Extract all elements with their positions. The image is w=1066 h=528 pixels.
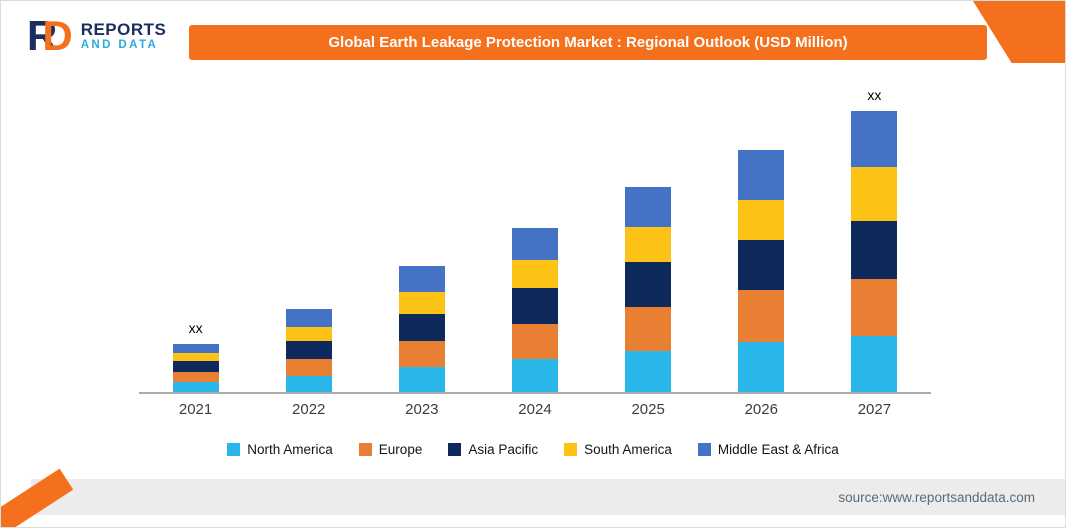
bar-segment-asia-pacific [285, 341, 332, 359]
chart-plot-area: xx xx 2021 2022 2023 2024 2025 2026 2027 [139, 87, 931, 418]
bar-segment-asia-pacific [398, 314, 445, 341]
x-tick-label-2027: 2027 [857, 401, 892, 418]
logo-mark-r: R [27, 12, 58, 59]
bar-column-2027: xx [818, 87, 931, 392]
x-axis-labels: 2021 2022 2023 2024 2025 2026 2027 [139, 401, 931, 418]
bar-segment-asia-pacific [738, 240, 785, 290]
bar-value-label-2021: xx [188, 320, 203, 336]
bar-segment-asia-pacific [172, 361, 219, 372]
bar-stack-2026 [738, 150, 785, 392]
x-tick-label-2024: 2024 [518, 401, 552, 418]
bar-stack-2024 [511, 228, 558, 392]
legend-label-north-america: North America [247, 442, 333, 457]
legend-swatch-asia-pacific [448, 443, 462, 456]
logo-line1: REPORTS [80, 19, 167, 39]
logo-line2: AND DATA [80, 39, 159, 52]
bar-column-2024 [478, 91, 591, 392]
bar-segment-middle-east-africa [172, 344, 219, 353]
bar-segment-asia-pacific [851, 221, 898, 279]
bar-stack-2025 [625, 187, 672, 392]
bar-segment-europe [172, 372, 219, 382]
x-tick-label-2026: 2026 [744, 401, 778, 418]
bars: xx xx [139, 87, 931, 394]
bar-segment-north-america [172, 382, 219, 392]
bar-segment-north-america [511, 359, 558, 392]
legend-item-middle-east-africa: Middle East & Africa [697, 442, 839, 457]
bar-segment-south-america [738, 200, 785, 240]
legend-swatch-south-america [564, 443, 578, 456]
logo-mark: R D [27, 12, 73, 59]
legend-swatch-north-america [227, 443, 241, 456]
bar-segment-south-america [625, 227, 672, 262]
bar-column-2023 [365, 91, 478, 392]
x-tick-label-2022: 2022 [292, 401, 326, 418]
bar-segment-middle-east-africa [285, 309, 332, 327]
legend-label-europe: Europe [378, 442, 423, 457]
x-tick-label-2025: 2025 [631, 401, 665, 418]
bar-segment-europe [738, 290, 785, 342]
logo-text: REPORTS AND DATA [81, 20, 167, 53]
bar-segment-asia-pacific [511, 288, 558, 324]
bar-segment-europe [851, 279, 898, 336]
bar-segment-middle-east-africa [738, 150, 785, 200]
bar-segment-europe [398, 341, 445, 367]
bar-segment-middle-east-africa [398, 266, 445, 292]
chart-title-banner: Global Earth Leakage Protection Market :… [189, 25, 987, 60]
bar-segment-south-america [511, 260, 558, 288]
bar-stack-2027 [851, 111, 898, 392]
legend-label-asia-pacific: Asia Pacific [468, 442, 539, 457]
legend-label-middle-east-africa: Middle East & Africa [717, 442, 839, 457]
bar-column-2025 [592, 91, 705, 392]
bar-segment-north-america [738, 342, 785, 392]
bar-value-label-2027: xx [867, 87, 882, 103]
legend: North America Europe Asia Pacific South Ame… [1, 442, 1065, 457]
legend-swatch-europe [358, 443, 372, 456]
bar-segment-middle-east-africa [625, 187, 672, 227]
legend-label-south-america: South America [584, 442, 672, 457]
bar-segment-middle-east-africa [851, 111, 898, 167]
legend-item-north-america: North America [227, 442, 333, 457]
legend-item-europe: Europe [358, 442, 423, 457]
logo-mark-d: D [42, 12, 73, 59]
chart-title: Global Earth Leakage Protection Market :… [328, 34, 848, 51]
legend-item-south-america: South America [564, 442, 672, 457]
bar-segment-north-america [285, 376, 332, 392]
bar-stack-2022 [285, 309, 332, 392]
bar-segment-north-america [398, 367, 445, 392]
legend-swatch-middle-east-africa [697, 443, 711, 456]
bar-stack-2021 [172, 344, 219, 392]
bar-segment-south-america [172, 353, 219, 361]
bar-segment-europe [285, 359, 332, 376]
bar-segment-europe [625, 307, 672, 351]
bar-column-2022 [252, 91, 365, 392]
footer-band: source:www.reportsanddata.com [31, 479, 1065, 515]
bar-segment-north-america [625, 351, 672, 392]
bar-segment-south-america [285, 327, 332, 341]
bar-segment-north-america [851, 336, 898, 392]
legend-item-asia-pacific: Asia Pacific [448, 442, 538, 457]
x-tick-label-2021: 2021 [178, 401, 213, 418]
source-text: source:www.reportsanddata.com [838, 489, 1035, 505]
bar-segment-middle-east-africa [511, 228, 558, 260]
bar-column-2026 [705, 91, 818, 392]
bar-segment-south-america [851, 167, 898, 221]
bar-column-2021: xx [139, 91, 252, 392]
x-tick-label-2023: 2023 [405, 401, 439, 418]
bar-segment-asia-pacific [625, 262, 672, 307]
bar-segment-south-america [398, 292, 445, 314]
bar-stack-2023 [398, 266, 445, 392]
logo: R D REPORTS AND DATA [27, 12, 167, 59]
bar-segment-europe [511, 324, 558, 359]
